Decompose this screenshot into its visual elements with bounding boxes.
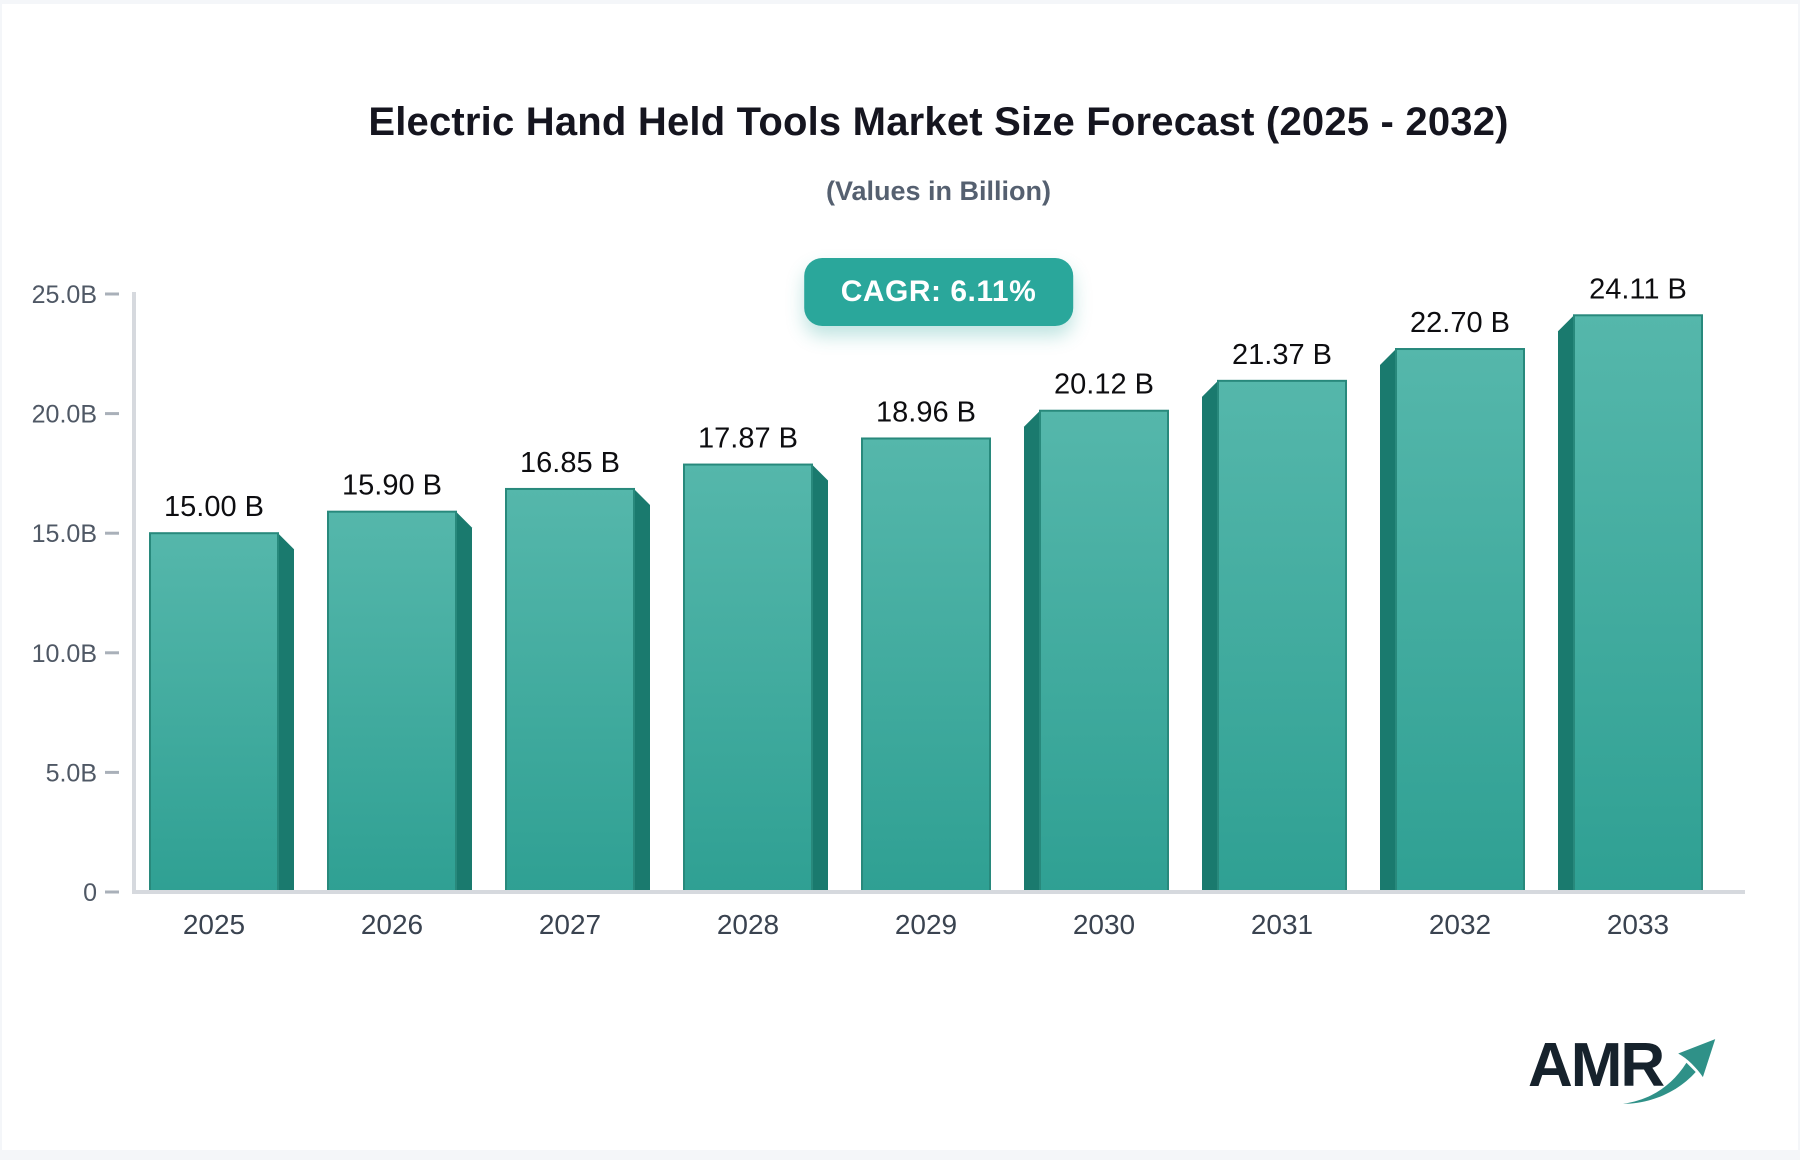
bar-2028[interactable] [684, 465, 812, 892]
x-axis-label-2033: 2033 [1607, 909, 1669, 940]
y-axis-tick-label: 5.0B [46, 759, 97, 787]
bar-side-2025 [278, 533, 294, 892]
bar-group-2031: 21.37 B 2031 [1202, 339, 1346, 940]
x-axis-line [132, 890, 1745, 894]
bar-group-2032: 22.70 B 2032 [1380, 307, 1524, 940]
x-axis-label-2029: 2029 [895, 909, 957, 940]
x-axis-label-2032: 2032 [1429, 909, 1491, 940]
bar-value-label-2029: 18.96 B [876, 396, 976, 428]
bar-group-2027: 16.85 B 2027 [506, 447, 650, 940]
bar-side-2032 [1380, 349, 1396, 892]
bar-2033[interactable] [1574, 315, 1702, 892]
y-axis-tick-label: 10.0B [32, 640, 97, 668]
amr-logo: AMR [1528, 1030, 1728, 1120]
bar-value-label-2032: 22.70 B [1410, 307, 1510, 339]
bar-2030[interactable] [1040, 411, 1168, 892]
x-axis-label-2026: 2026 [361, 909, 423, 940]
bar-2029[interactable] [862, 438, 990, 892]
market-size-bar-chart: 15.00 B 2025 15.90 B 2026 16.85 B 2027 17.87 B… [2, 4, 1800, 1160]
bar-2031[interactable] [1218, 381, 1346, 892]
bar-side-2028 [812, 465, 828, 892]
bar-value-label-2028: 17.87 B [698, 423, 798, 455]
bar-value-label-2033: 24.11 B [1589, 273, 1687, 305]
bar-value-label-2027: 16.85 B [520, 447, 620, 479]
bar-value-label-2031: 21.37 B [1232, 339, 1332, 371]
chart-card: Electric Hand Held Tools Market Size For… [2, 4, 1798, 1150]
bar-value-label-2030: 20.12 B [1054, 369, 1154, 401]
bar-group-2030: 20.12 B 2030 [1024, 369, 1168, 940]
y-axis-tick-label: 20.0B [32, 401, 97, 429]
y-axis-tick-label: 0 [83, 879, 97, 907]
growth-arrow-icon [1620, 1036, 1720, 1110]
x-axis-label-2030: 2030 [1073, 909, 1135, 940]
bar-side-2030 [1024, 411, 1040, 892]
bar-group-2033: 24.11 B 2033 [1558, 273, 1702, 940]
bar-2032[interactable] [1396, 349, 1524, 892]
x-axis-label-2028: 2028 [717, 909, 779, 940]
y-axis-tick-label: 25.0B [32, 281, 97, 309]
bar-group-2028: 17.87 B 2028 [684, 423, 828, 940]
bar-2027[interactable] [506, 489, 634, 892]
bar-value-label-2025: 15.00 B [164, 491, 264, 523]
bar-value-label-2026: 15.90 B [342, 470, 442, 502]
bar-side-2026 [456, 512, 472, 892]
y-axis-line [132, 292, 136, 892]
bar-side-2027 [634, 489, 650, 892]
bar-group-2029: 18.96 B 2029 [862, 396, 990, 940]
bar-2026[interactable] [328, 512, 456, 892]
y-axis-tick-label: 15.0B [32, 520, 97, 548]
x-axis-label-2025: 2025 [183, 909, 245, 940]
bar-side-2031 [1202, 381, 1218, 892]
bar-group-2025: 15.00 B 2025 [150, 491, 294, 940]
bar-group-2026: 15.90 B 2026 [328, 470, 472, 940]
x-axis-label-2031: 2031 [1251, 909, 1313, 940]
bar-2025[interactable] [150, 533, 278, 892]
bar-side-2033 [1558, 315, 1574, 892]
x-axis-label-2027: 2027 [539, 909, 601, 940]
